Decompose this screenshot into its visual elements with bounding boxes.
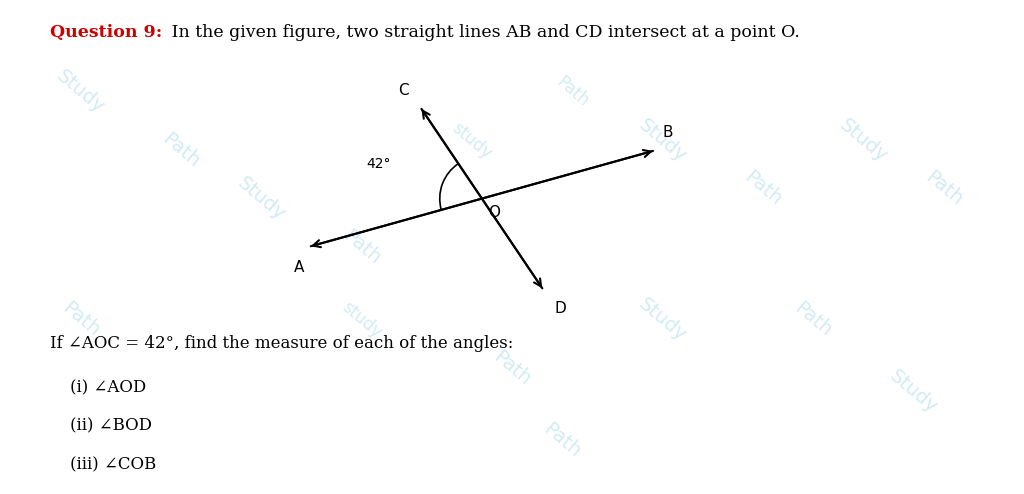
Text: If ∠AOC = 42°, find the measure of each of the angles:: If ∠AOC = 42°, find the measure of each … [50, 335, 514, 352]
Text: (iii) ∠COB: (iii) ∠COB [71, 456, 157, 473]
Text: Study: Study [836, 115, 891, 166]
Text: Path: Path [540, 420, 585, 461]
Text: Path: Path [791, 299, 836, 340]
Text: In the given figure, two straight lines AB and CD intersect at a point O.: In the given figure, two straight lines … [166, 24, 800, 41]
Text: B: B [663, 124, 673, 139]
Text: Path: Path [922, 168, 966, 210]
Text: Study: Study [886, 367, 941, 417]
Text: D: D [555, 301, 566, 316]
Text: Study: Study [53, 67, 109, 118]
Text: Study: Study [635, 115, 690, 166]
Text: study: study [449, 119, 496, 162]
Text: A: A [294, 260, 304, 275]
Text: O: O [488, 205, 500, 220]
Text: Path: Path [339, 226, 384, 268]
Text: study: study [338, 298, 385, 341]
Text: (i) ∠AOD: (i) ∠AOD [71, 379, 146, 396]
Text: (ii) ∠BOD: (ii) ∠BOD [71, 417, 153, 435]
Text: Question 9:: Question 9: [50, 24, 163, 41]
Text: Path: Path [740, 168, 785, 210]
Text: Path: Path [159, 129, 203, 171]
Text: Path: Path [489, 347, 535, 389]
Text: Study: Study [635, 294, 690, 345]
Text: Path: Path [58, 299, 102, 340]
Text: Study: Study [233, 173, 289, 224]
Text: C: C [398, 83, 409, 98]
Text: 42°: 42° [367, 157, 391, 171]
Text: Path: Path [552, 74, 592, 111]
